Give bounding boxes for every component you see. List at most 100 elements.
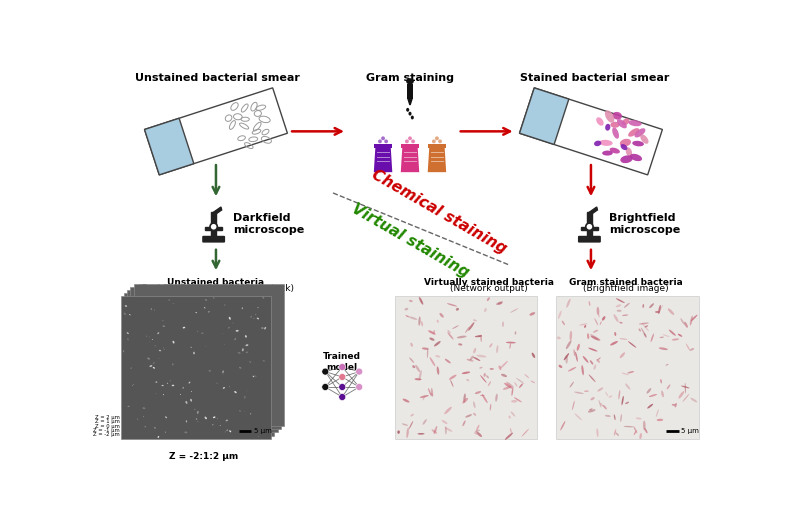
Ellipse shape (257, 317, 259, 320)
Ellipse shape (246, 351, 248, 353)
Ellipse shape (564, 353, 569, 360)
Ellipse shape (590, 360, 594, 365)
Ellipse shape (245, 335, 246, 338)
Ellipse shape (430, 357, 435, 366)
Ellipse shape (602, 151, 613, 156)
FancyBboxPatch shape (401, 145, 419, 147)
Text: Unstained bacterial smear: Unstained bacterial smear (135, 73, 300, 83)
Ellipse shape (614, 429, 616, 436)
Ellipse shape (475, 391, 481, 394)
Ellipse shape (473, 401, 475, 408)
Ellipse shape (447, 332, 454, 340)
Ellipse shape (610, 148, 620, 154)
Ellipse shape (589, 409, 593, 410)
Ellipse shape (574, 349, 575, 356)
Ellipse shape (482, 394, 488, 403)
Ellipse shape (130, 367, 132, 369)
Ellipse shape (254, 375, 257, 377)
Ellipse shape (155, 393, 156, 394)
Ellipse shape (684, 322, 688, 328)
Ellipse shape (640, 135, 649, 144)
Ellipse shape (474, 335, 482, 337)
Ellipse shape (153, 363, 154, 364)
Ellipse shape (606, 392, 608, 396)
Polygon shape (519, 88, 662, 175)
Text: 5 μm: 5 μm (681, 428, 699, 434)
Ellipse shape (506, 382, 514, 387)
Ellipse shape (208, 311, 210, 312)
Ellipse shape (500, 361, 508, 368)
Ellipse shape (406, 108, 410, 112)
Ellipse shape (600, 321, 602, 325)
Ellipse shape (222, 387, 225, 389)
Ellipse shape (435, 136, 439, 140)
Ellipse shape (530, 381, 535, 383)
FancyBboxPatch shape (134, 284, 284, 426)
Ellipse shape (220, 425, 221, 426)
Ellipse shape (437, 366, 439, 375)
Ellipse shape (127, 406, 130, 407)
Ellipse shape (154, 427, 156, 429)
Ellipse shape (484, 308, 486, 312)
Ellipse shape (445, 359, 451, 364)
Ellipse shape (146, 335, 147, 337)
Text: Z = -2 μm: Z = -2 μm (93, 432, 120, 437)
Ellipse shape (639, 433, 642, 439)
Ellipse shape (605, 415, 610, 417)
Ellipse shape (185, 431, 187, 434)
Ellipse shape (126, 332, 129, 334)
Ellipse shape (193, 352, 194, 355)
Ellipse shape (597, 428, 598, 437)
Ellipse shape (490, 368, 494, 370)
Ellipse shape (418, 316, 421, 326)
FancyBboxPatch shape (394, 296, 537, 439)
Ellipse shape (173, 341, 174, 343)
Ellipse shape (566, 356, 568, 364)
Ellipse shape (639, 323, 649, 324)
Ellipse shape (430, 393, 434, 395)
Ellipse shape (261, 327, 264, 329)
Ellipse shape (568, 367, 576, 372)
Ellipse shape (643, 421, 646, 430)
Ellipse shape (162, 325, 165, 327)
Ellipse shape (162, 385, 164, 386)
Ellipse shape (172, 385, 174, 386)
Ellipse shape (406, 315, 410, 317)
FancyBboxPatch shape (588, 227, 591, 235)
Ellipse shape (659, 347, 668, 350)
Ellipse shape (496, 345, 498, 353)
Ellipse shape (439, 313, 444, 317)
Ellipse shape (621, 144, 627, 150)
Ellipse shape (129, 314, 130, 315)
Ellipse shape (262, 297, 264, 299)
FancyBboxPatch shape (374, 145, 392, 147)
Ellipse shape (402, 399, 410, 403)
Ellipse shape (191, 391, 192, 392)
Ellipse shape (602, 316, 606, 321)
Ellipse shape (409, 421, 413, 429)
Ellipse shape (596, 359, 600, 363)
Ellipse shape (584, 325, 586, 328)
Ellipse shape (234, 391, 237, 393)
Ellipse shape (562, 321, 565, 325)
Ellipse shape (456, 308, 459, 311)
Ellipse shape (610, 122, 620, 128)
Ellipse shape (645, 325, 648, 328)
Ellipse shape (210, 223, 218, 231)
Ellipse shape (233, 322, 234, 323)
Ellipse shape (646, 388, 651, 394)
Ellipse shape (566, 340, 571, 349)
Ellipse shape (612, 112, 622, 120)
Ellipse shape (668, 308, 674, 315)
Ellipse shape (450, 379, 454, 387)
Ellipse shape (338, 384, 346, 391)
FancyBboxPatch shape (587, 212, 592, 238)
Ellipse shape (170, 380, 171, 382)
Ellipse shape (510, 411, 515, 417)
Ellipse shape (150, 308, 152, 310)
Ellipse shape (619, 338, 627, 340)
Ellipse shape (486, 375, 489, 378)
Ellipse shape (445, 427, 453, 432)
Ellipse shape (612, 127, 619, 139)
Ellipse shape (506, 342, 516, 343)
